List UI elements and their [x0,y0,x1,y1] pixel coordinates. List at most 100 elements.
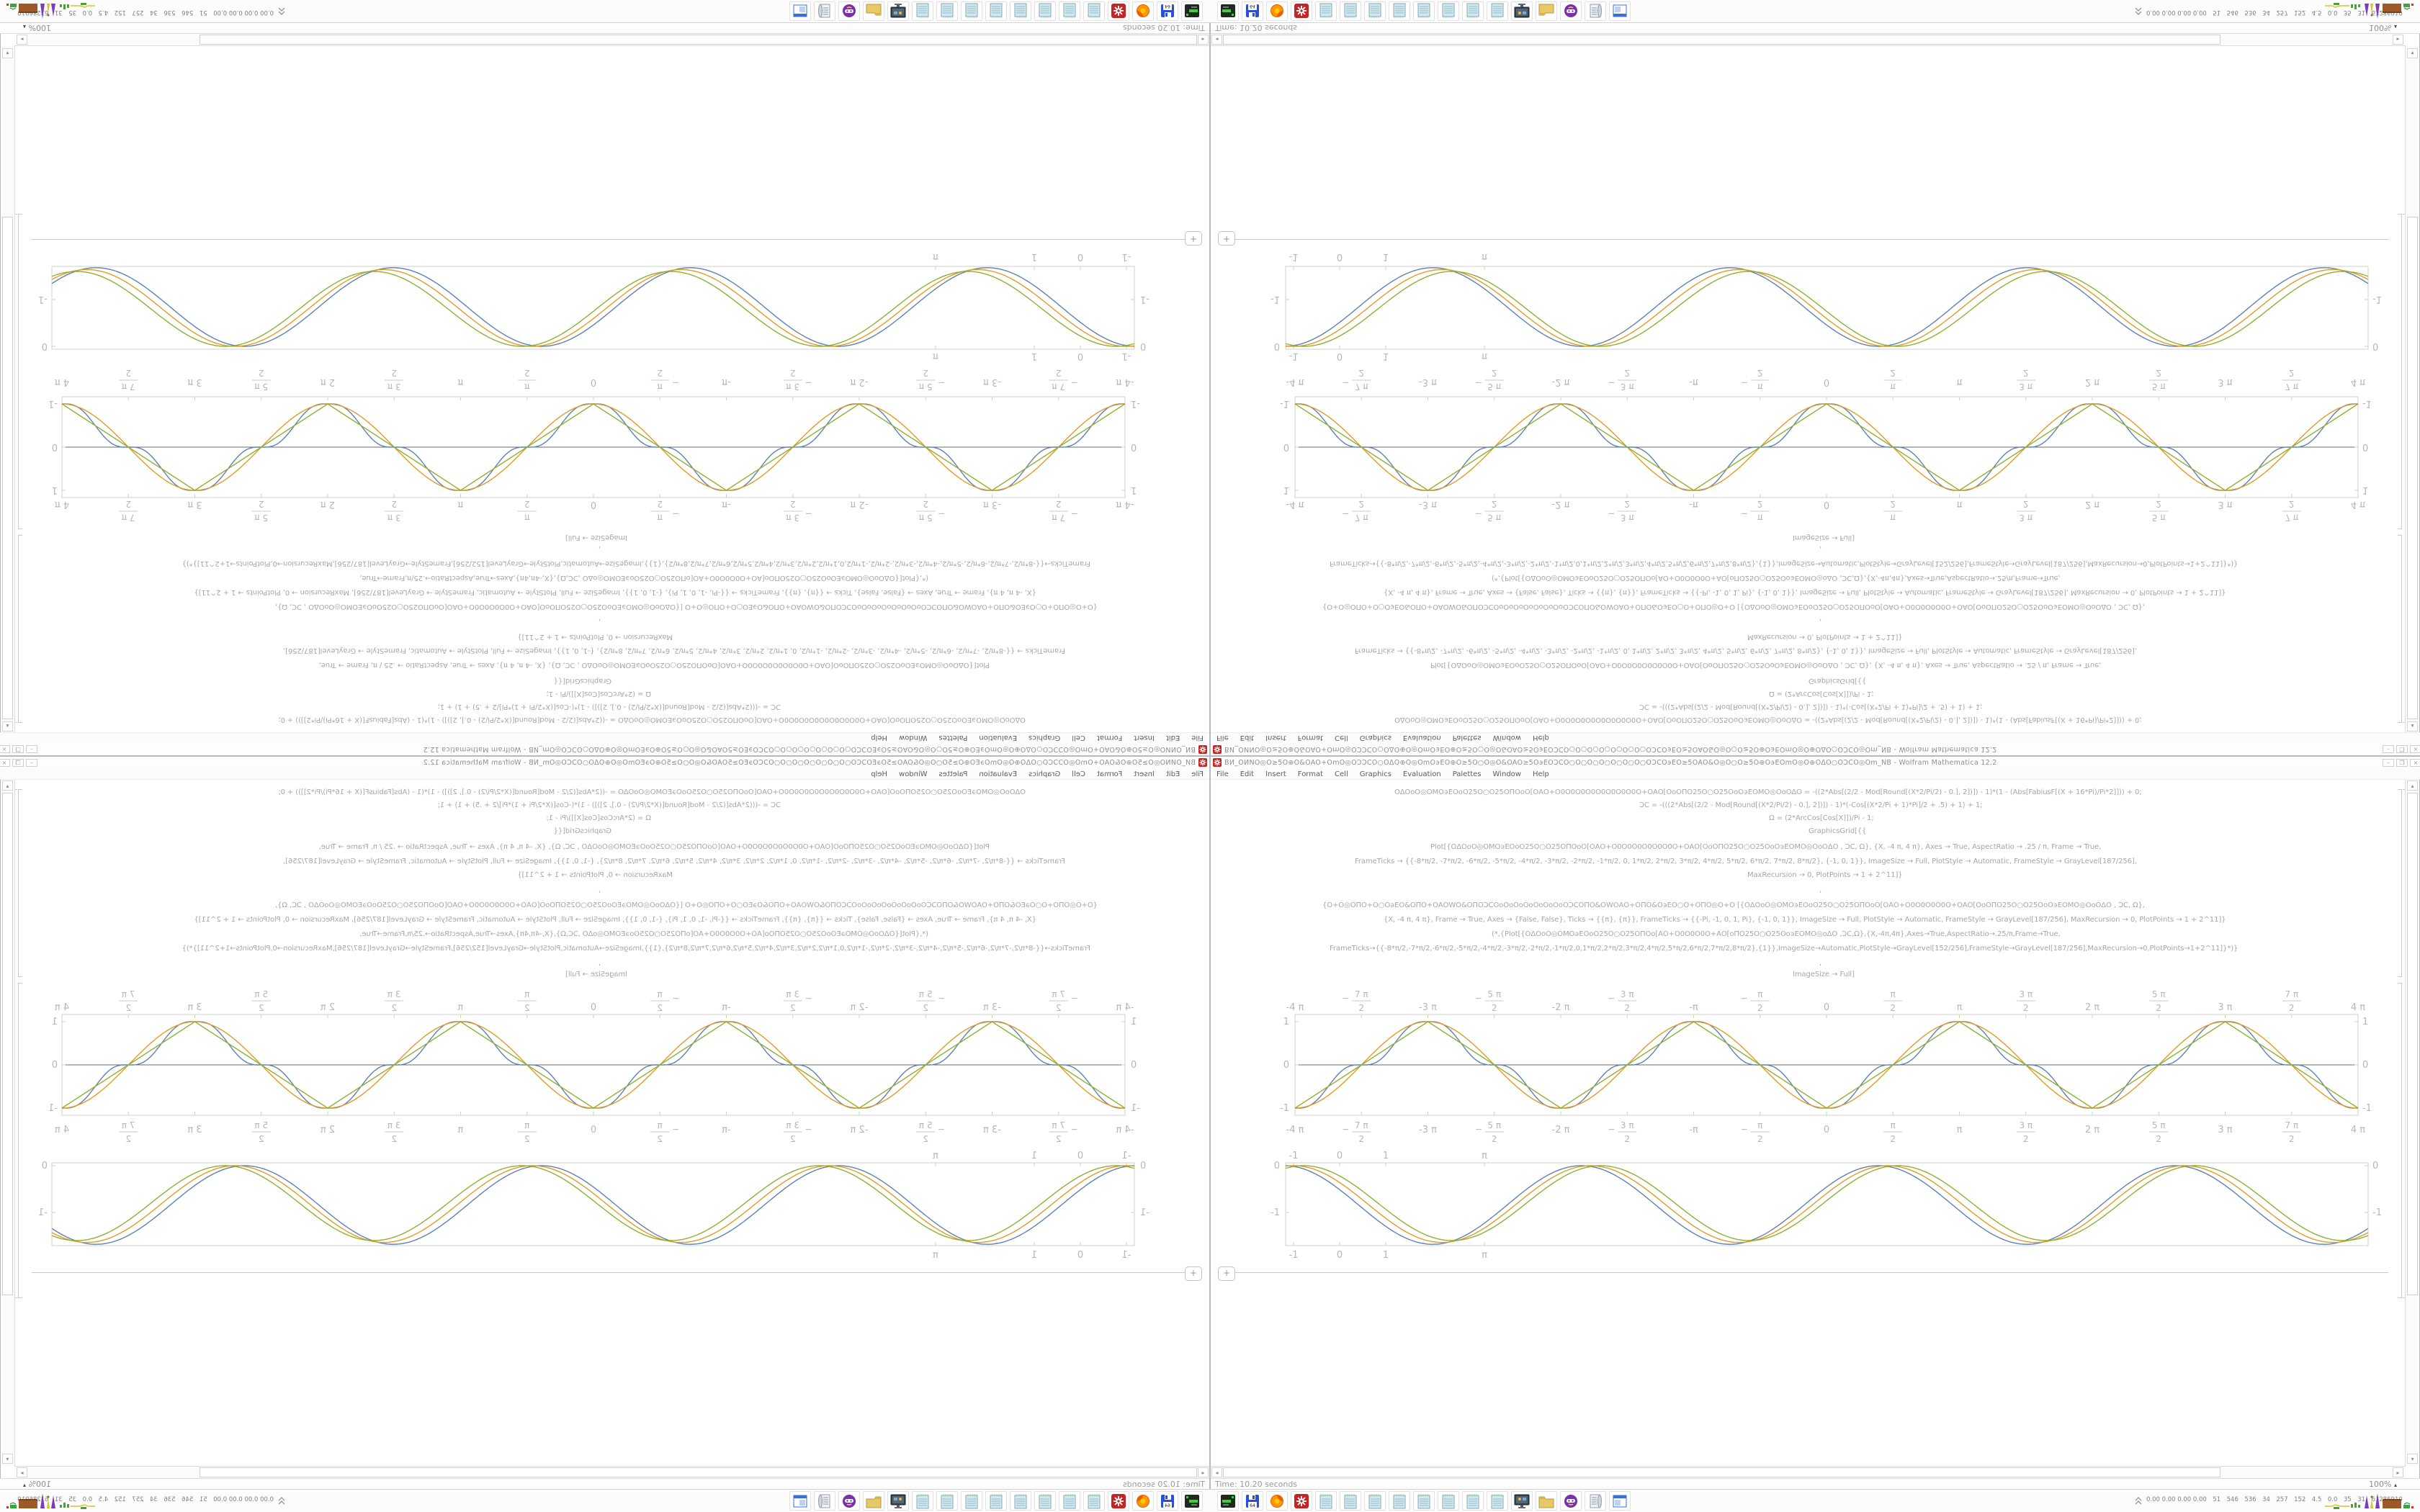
scroll-up-button[interactable]: ▴ [2407,780,2418,791]
taskbar-item-floppy-icon[interactable]: 64 [1242,1491,1263,1511]
taskbar-item-drive-icon[interactable] [1217,1,1239,21]
code-line-3[interactable]: Ω = (2*ArcCos[Cos[X]])/Pi - 1; [1769,814,1874,822]
menu-item-insert[interactable]: Insert [1265,770,1286,778]
taskbar-item-notepad-icon[interactable] [1487,1,1508,21]
taskbar-item-notepad-icon[interactable] [1010,1,1031,21]
horizontal-scroll-thumb[interactable] [1223,1467,2220,1477]
menu-item-window[interactable]: Window [1492,734,1521,742]
code-line-11[interactable]: (*,{Plot[{ΟΔΟοΟ◎ΟΜΟ϶ΕΟοΟ25Ο○Ο25ΟΠΟο[ΑΟ+Ο… [359,930,928,938]
magnification-dropdown-icon[interactable]: ▴ [23,1482,27,1488]
window-titlebar[interactable]: BИ_OИNO◎O≥5O⊕O&OAO+OmO◎OƆƆCO○OΔO⊕O◎OmO϶Ε… [0,757,1209,770]
horizontal-scrollbar[interactable]: ◂ ▸ [1211,1466,2406,1478]
menu-item-insert[interactable]: Insert [1134,734,1155,742]
magnification-dropdown-icon[interactable]: ▴ [23,24,27,30]
taskbar-item-notepad-icon[interactable] [1413,1491,1435,1511]
taskbar-item-notepad-icon[interactable] [961,1,982,21]
scroll-up-button[interactable]: ▴ [2,721,13,732]
taskbar-item-folder-icon[interactable] [1536,1491,1557,1511]
minimize-button[interactable]: – [26,759,37,767]
cell-insertion-plus-icon[interactable]: + [1185,1266,1202,1281]
menu-item-format[interactable]: Format [1096,734,1123,742]
code-line-10[interactable]: {X, -4 π, 4 π}, Frame → True, Axes → {Fa… [1384,588,2226,596]
menu-item-window[interactable]: Window [899,734,928,742]
menu-item-insert[interactable]: Insert [1134,770,1155,778]
taskbar-item-folder-icon[interactable] [1536,1,1557,21]
code-line-2[interactable]: ƆC = -(((2*Abs[(2/2 - Mod[Round[(X*2/Pi/… [1639,801,1983,809]
code-line-8[interactable]: , [1819,618,1822,626]
cell-bracket-input[interactable] [18,789,22,977]
code-line-4[interactable]: GraphicsGrid[{{ [1809,677,1867,685]
code-line-4[interactable]: GraphicsGrid[{{ [1809,827,1867,835]
taskbar-item-notepad-icon[interactable] [1010,1491,1031,1511]
taskbar-item-scroll-icon[interactable] [814,1491,835,1511]
code-line-2[interactable]: ƆC = -(((2*Abs[(2/2 - Mod[Round[(X*2/Pi/… [437,703,781,711]
taskbar-item-notepad-icon[interactable] [985,1491,1007,1511]
taskbar-item-drive-icon[interactable] [1217,1491,1239,1511]
cell-bracket-output[interactable] [2398,983,2402,1298]
code-line-13[interactable]: , [598,545,601,553]
code-line-14[interactable]: ImageSize → Full] [565,534,627,541]
menu-item-graphics[interactable]: Graphics [1359,770,1392,778]
cell-insertion-plus-icon[interactable]: + [1218,231,1235,246]
cell-bracket-output[interactable] [2398,214,2402,529]
menu-item-insert[interactable]: Insert [1265,734,1286,742]
code-line-4[interactable]: GraphicsGrid[{{ [553,827,611,835]
taskbar-item-notepad-icon[interactable] [1462,1491,1484,1511]
menu-item-format[interactable]: Format [1096,770,1123,778]
vertical-scrollbar[interactable]: ▴ ▾ [1,46,15,732]
taskbar-item-notepad-icon[interactable] [1487,1491,1508,1511]
taskbar-item-notepad-icon[interactable] [1315,1491,1337,1511]
code-line-9[interactable]: {Ο+Ο◎ΟΠΟ+Ο○Ο϶ΕΟ&ΟΠΟ+ΟΑΟWΟ&ΟΠΟƆCΟοΟοΟοΟοΟ… [1322,901,2145,909]
code-line-5[interactable]: Plot[{ΟΔΟοΟ◎ΟΜΟ϶ΕΟοΟ25Ο○Ο25ΟΠΟοΟ[ΟΑΟ+Ο0Ο… [1430,843,2102,851]
magnification-control[interactable]: 100% ▴ [2369,1480,2397,1489]
horizontal-scrollbar[interactable]: ◂ ▸ [1211,34,2406,46]
taskbar-item-gear-icon[interactable] [1108,1491,1129,1511]
taskbar-item-floppy-icon[interactable]: 64 [1242,1,1263,21]
code-line-10[interactable]: {X, -4 π, 4 π}, Frame → True, Axes → {Fa… [194,588,1036,596]
taskbar-item-monitor-icon[interactable] [887,1,909,21]
code-line-14[interactable]: ImageSize → Full] [1793,534,1855,541]
taskbar-item-firefox-icon[interactable] [1266,1491,1288,1511]
scroll-left-button[interactable]: ◂ [1198,1467,1209,1477]
menu-item-cell[interactable]: Cell [1335,770,1348,778]
code-line-11[interactable]: (*,{Plot[{ΟΔΟοΟ◎ΟΜΟ϶ΕΟοΟ25Ο○Ο25ΟΠΟο[ΑΟ+Ο… [1492,930,2061,938]
vertical-scroll-thumb[interactable] [2407,793,2418,1295]
scroll-left-button[interactable]: ◂ [1198,35,1209,45]
close-button[interactable]: × [0,745,10,753]
close-button[interactable]: × [0,759,10,767]
scroll-left-button[interactable]: ◂ [1211,1467,1222,1477]
cell-bracket-input[interactable] [2398,535,2402,723]
tray-expand-icon[interactable] [278,6,285,17]
close-button[interactable]: × [2410,759,2420,767]
code-line-12[interactable]: FrameTicks→{{-8*π/2,-7*π/2,-6*π/2,-5*π/2… [182,945,1090,953]
magnification-value[interactable]: 100% [28,1480,51,1489]
scroll-up-button[interactable]: ▴ [2,780,13,791]
cell-bracket-output[interactable] [18,214,22,529]
code-line-14[interactable]: ImageSize → Full] [565,971,627,978]
taskbar-item-notepad-icon[interactable] [1340,1491,1361,1511]
code-line-4[interactable]: GraphicsGrid[{{ [553,677,611,685]
cell-insertion-line[interactable] [32,239,1185,240]
taskbar-item-notepad-icon[interactable] [1059,1491,1080,1511]
code-line-7[interactable]: MaxRecursion → 0, PlotPoints → 1 + 2^11]… [517,871,673,879]
taskbar-item-firefox-icon[interactable] [1132,1491,1154,1511]
code-line-7[interactable]: MaxRecursion → 0, PlotPoints → 1 + 2^11]… [1747,633,1903,641]
scroll-up-button[interactable]: ▴ [2407,721,2418,732]
code-line-8[interactable]: , [1819,886,1822,894]
taskbar-item-folder-icon[interactable] [863,1491,884,1511]
code-line-7[interactable]: MaxRecursion → 0, PlotPoints → 1 + 2^11]… [1747,871,1903,879]
taskbar-item-chat-icon[interactable] [1560,1491,1582,1511]
minimize-button[interactable]: – [26,745,37,753]
magnification-control[interactable]: 100% ▴ [23,23,51,32]
taskbar-item-notepad-icon[interactable] [912,1491,933,1511]
taskbar-item-monitor-icon[interactable] [1511,1,1533,21]
code-line-1[interactable]: ΟΔΟοΟ◎ΟΜΟ϶ΕΟοΟ25Ο○Ο25ΟΠΟοΟ[ΟΑΟ+Ο0Ο0Ο0Ο0Ο… [1394,716,2142,724]
taskbar-item-notepad-icon[interactable] [936,1,958,21]
vertical-scrollbar[interactable]: ▴ ▾ [2405,46,2419,732]
vertical-scrollbar[interactable]: ▴ ▾ [1,780,15,1466]
magnification-value[interactable]: 100% [28,23,51,32]
scroll-right-button[interactable]: ▸ [17,35,27,45]
menu-item-cell[interactable]: Cell [1072,734,1085,742]
scroll-left-button[interactable]: ◂ [1211,35,1222,45]
taskbar-item-notepad-icon[interactable] [1083,1,1105,21]
